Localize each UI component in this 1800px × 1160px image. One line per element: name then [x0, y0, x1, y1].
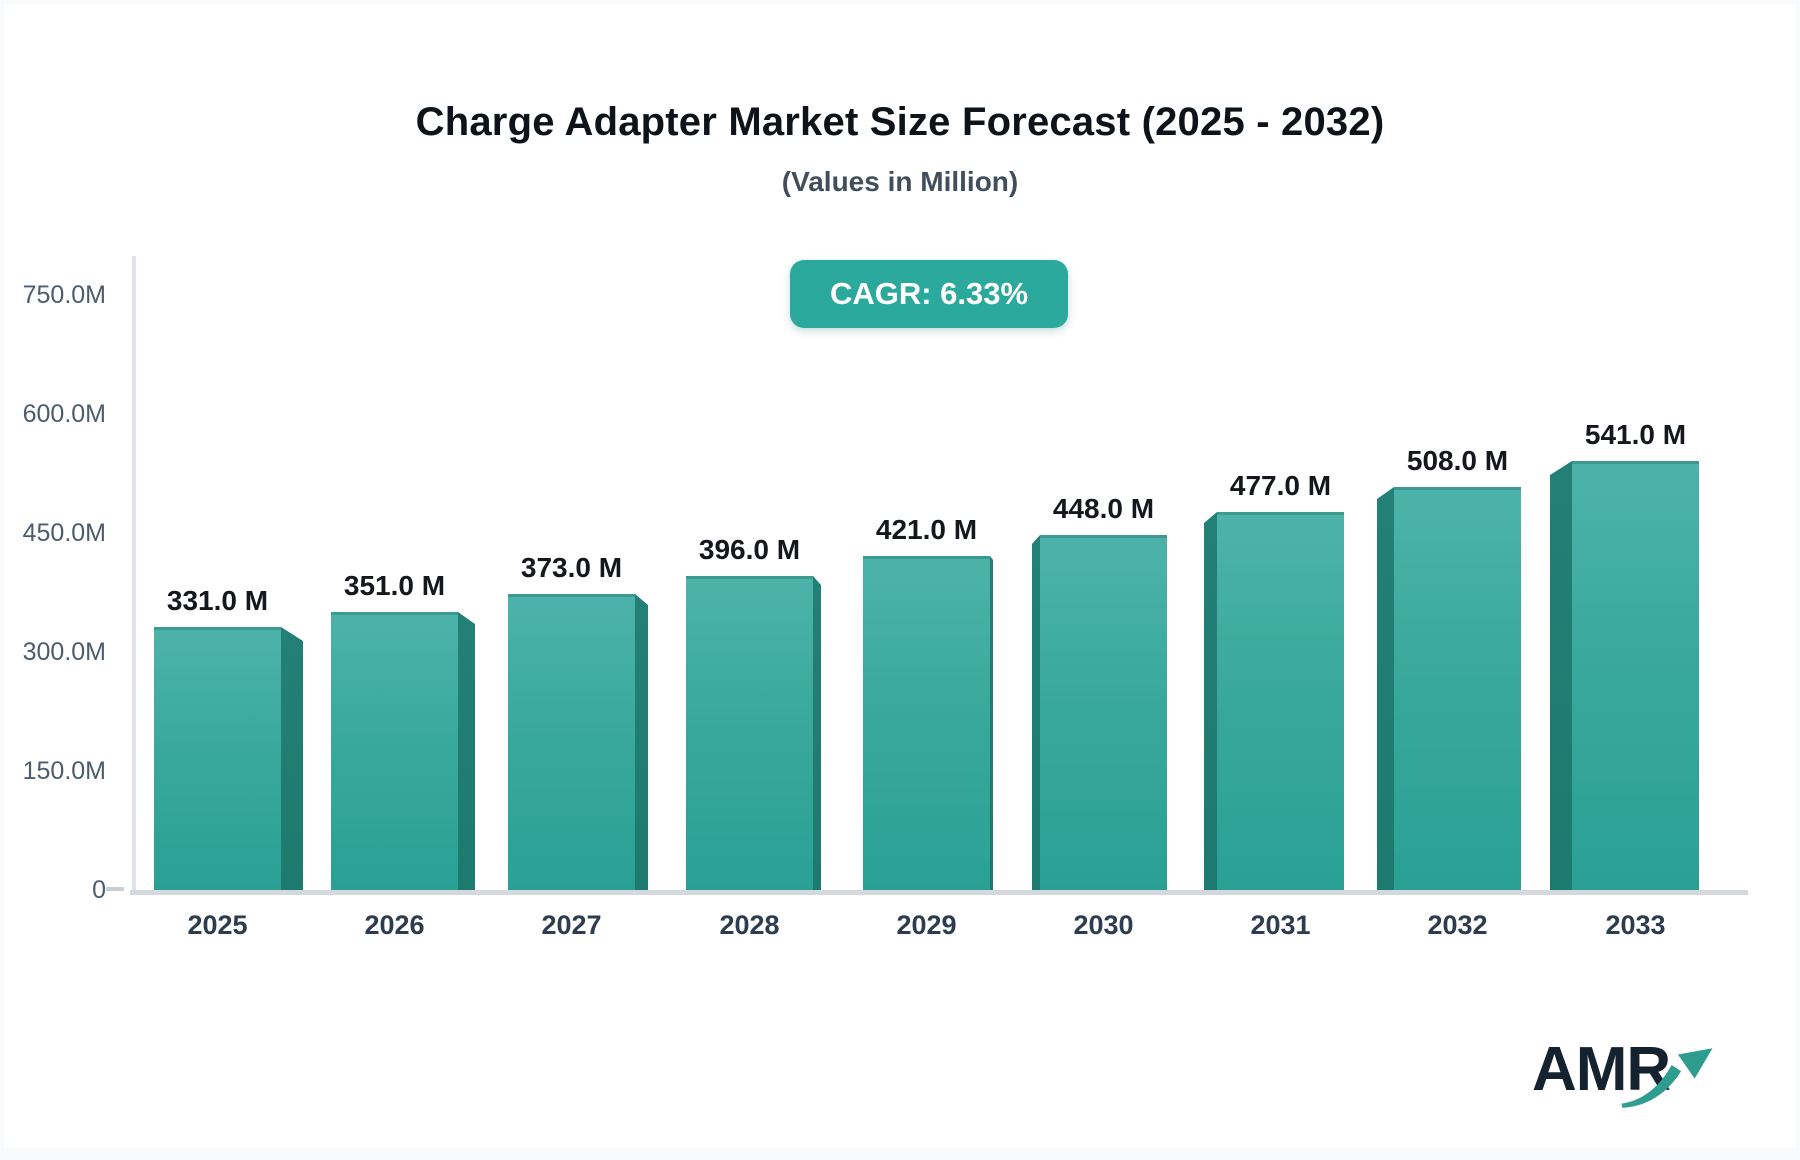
bar-2033 [1550, 461, 1699, 890]
zero-tick-mark [106, 887, 124, 891]
bar-value-label: 508.0 M [1406, 445, 1509, 476]
bar-face [1040, 535, 1167, 890]
x-axis-tick-label: 2026 [364, 910, 425, 940]
bar-2030 [1032, 535, 1167, 890]
bar-side [813, 576, 821, 890]
bar-side [1204, 512, 1217, 890]
y-axis-tick-label: 0 [92, 876, 106, 904]
bar-2026 [331, 612, 475, 890]
bar-side [1377, 487, 1394, 890]
bar-face [1394, 487, 1521, 890]
bar-side [1550, 461, 1572, 890]
cagr-badge: CAGR: 6.33% [790, 260, 1068, 328]
x-axis-tick-label: 2031 [1250, 910, 1311, 940]
x-axis-tick-label: 2029 [896, 910, 957, 940]
bar-face [863, 556, 990, 890]
growth-arrow-icon [1621, 1048, 1713, 1108]
x-axis-tick-label: 2033 [1605, 910, 1666, 940]
x-axis-line [130, 890, 1748, 895]
amr-logo-text: AMR [1532, 1035, 1671, 1104]
y-axis-line [132, 256, 136, 890]
plot-area: 750.0M 600.0M 450.0M 300.0M 150.0M 0 331.0 M 20… [4, 4, 1800, 1160]
bar-value-label: 477.0 M [1229, 470, 1332, 501]
x-axis-tick-label: 2028 [719, 910, 780, 940]
bar-face [1217, 512, 1344, 890]
bar-value-label: 331.0 M [166, 585, 269, 616]
bar-value-label: 421.0 M [875, 514, 978, 545]
y-axis-tick-label: 450.0M [22, 519, 106, 547]
bar-side [635, 594, 648, 890]
bar-value-label: 541.0 M [1584, 419, 1687, 450]
y-axis-tick-label: 300.0M [22, 638, 106, 666]
bar-2028 [686, 576, 821, 890]
bar-value-label: 373.0 M [520, 552, 623, 583]
bar-value-label: 448.0 M [1052, 493, 1155, 524]
y-axis-tick-label: 600.0M [22, 400, 106, 428]
bar-2032 [1377, 487, 1521, 890]
chart-subtitle: (Values in Million) [781, 166, 1019, 197]
chart-title: Charge Adapter Market Size Forecast (202… [415, 100, 1385, 144]
bar-2031 [1204, 512, 1344, 890]
bar-face [331, 612, 458, 890]
bar-2025 [154, 627, 303, 890]
y-axis-tick-label: 750.0M [22, 281, 106, 309]
bar-2027 [508, 594, 648, 890]
bar-face [1572, 461, 1699, 890]
bar-side [281, 627, 303, 890]
bar-face [154, 627, 281, 890]
chart-card: Charge Adapter Market Size Forecast (202… [4, 4, 1796, 1148]
x-axis-tick-label: 2027 [541, 910, 602, 940]
x-axis-tick-label: 2025 [187, 910, 248, 940]
bar-side [990, 556, 993, 890]
bar-face [508, 594, 635, 890]
bar-side [1032, 535, 1040, 890]
bar-side [458, 612, 475, 890]
x-axis-tick-label: 2032 [1427, 910, 1488, 940]
bar-2029 [863, 556, 993, 890]
x-axis-tick-label: 2030 [1073, 910, 1134, 940]
bar-value-label: 396.0 M [698, 534, 801, 565]
y-axis-tick-label: 150.0M [22, 757, 106, 785]
bar-face [686, 576, 813, 890]
bar-value-label: 351.0 M [343, 570, 446, 601]
amr-logo: AMR [1532, 1034, 1732, 1124]
